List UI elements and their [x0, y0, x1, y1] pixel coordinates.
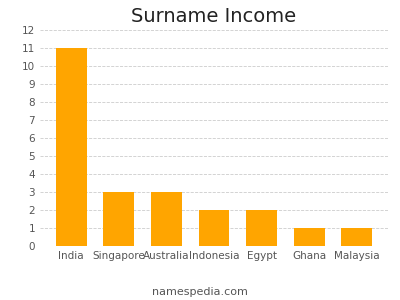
Bar — [56, 48, 87, 246]
Text: namespedia.com: namespedia.com — [152, 287, 248, 297]
Bar — [246, 210, 277, 246]
Bar — [294, 228, 325, 246]
Bar — [103, 192, 134, 246]
Bar — [151, 192, 182, 246]
Bar — [198, 210, 230, 246]
Bar — [341, 228, 372, 246]
Title: Surname Income: Surname Income — [132, 7, 296, 26]
